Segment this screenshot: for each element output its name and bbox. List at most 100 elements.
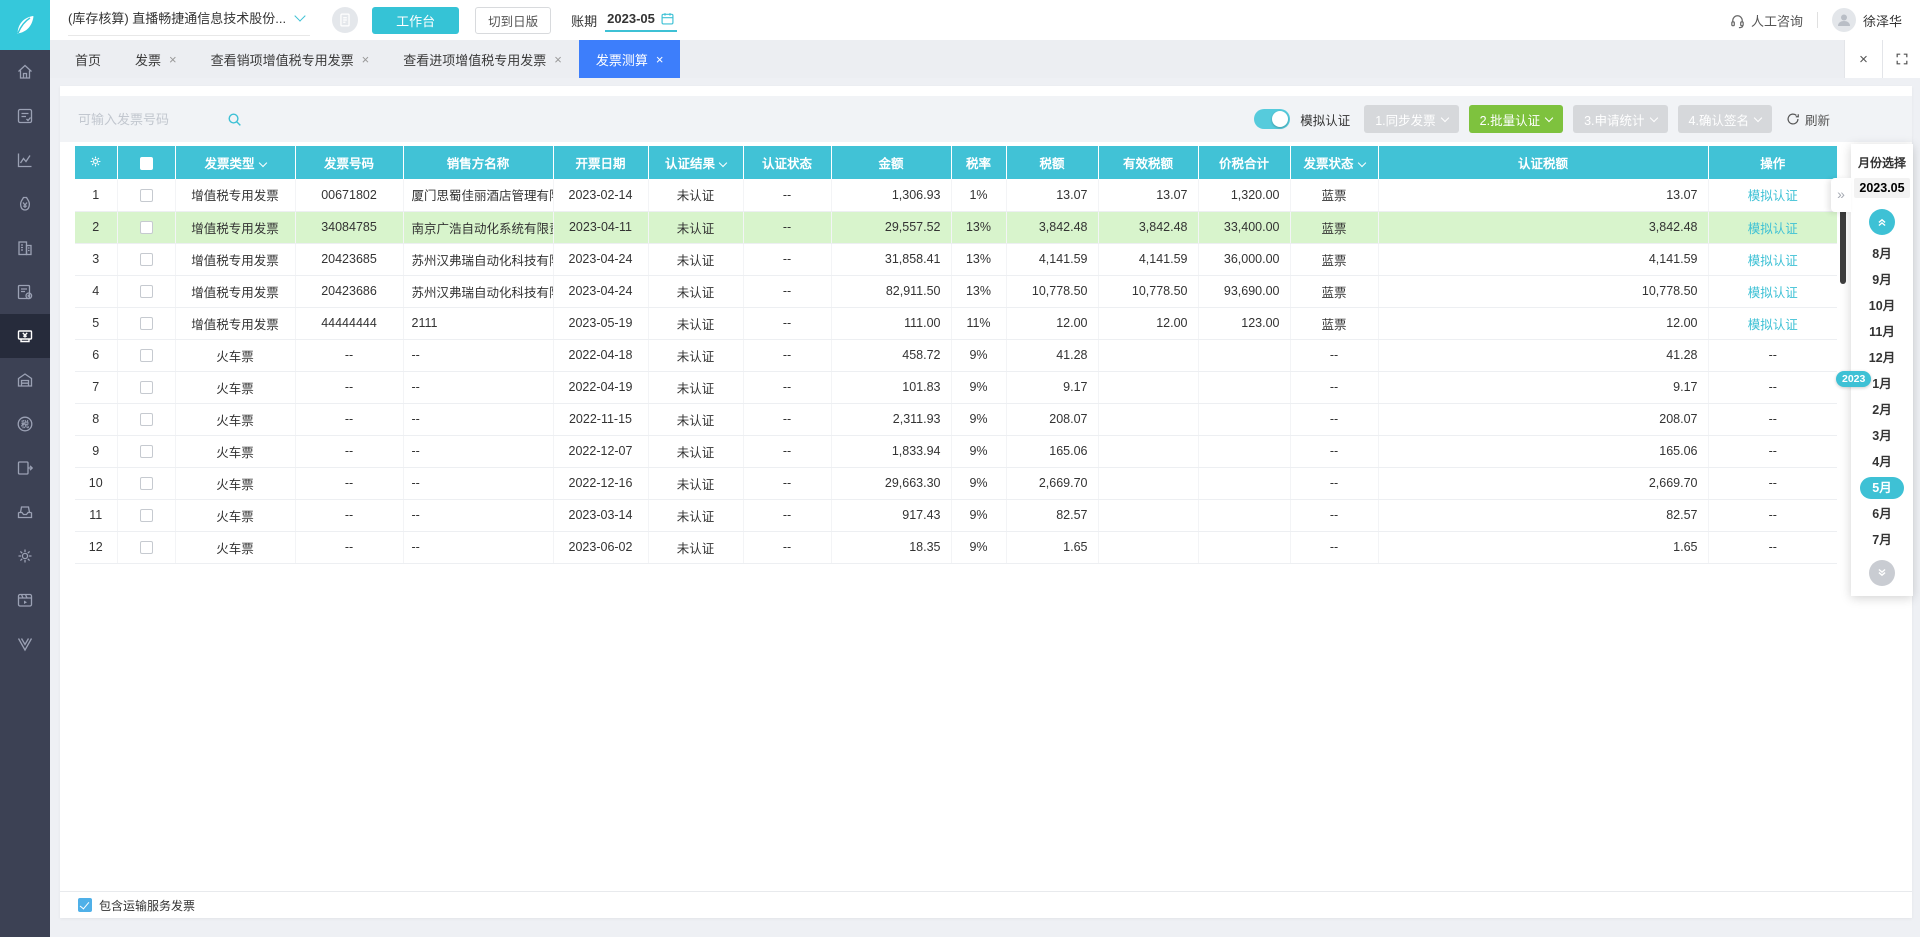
refresh-button[interactable]: 刷新	[1786, 110, 1830, 129]
cell-result: 未认证	[648, 275, 744, 308]
sidebar-item-settings[interactable]	[0, 534, 50, 578]
month-item[interactable]: 4月	[1851, 449, 1913, 475]
table-row[interactable]: 5 增值税专用发票 44444444 2111 2023-05-19 未认证 -- 111.0…	[75, 307, 1837, 340]
scroll-up-button[interactable]	[1869, 209, 1895, 235]
month-item[interactable]: 11月	[1851, 319, 1913, 345]
column-header[interactable]: 认证结果	[648, 146, 744, 179]
vertical-scrollbar[interactable]	[1840, 184, 1846, 284]
cell-result: 未认证	[648, 243, 744, 276]
period-value[interactable]: 2023-05	[605, 8, 677, 32]
column-header[interactable]: 发票状态	[1290, 146, 1379, 179]
sidebar-item-home[interactable]	[0, 50, 50, 94]
row-checkbox[interactable]	[139, 188, 153, 202]
table-row[interactable]: 4 增值税专用发票 20423686 苏州汉弗瑞自动化科技有限 2023-04-24 未认…	[75, 275, 1837, 308]
workbench-button[interactable]: 工作台	[372, 6, 460, 34]
close-tab-button[interactable]: ×	[1844, 40, 1882, 78]
row-checkbox[interactable]	[139, 477, 153, 491]
include-transport-checkbox[interactable]	[78, 898, 92, 912]
tab-item[interactable]: 查看销项增值税专用发票 ×	[194, 40, 387, 78]
month-item[interactable]: 3月	[1851, 423, 1913, 449]
action-button[interactable]: 1.同步发票	[1364, 105, 1459, 133]
scroll-down-button[interactable]	[1869, 560, 1895, 586]
sidebar-item-funds[interactable]	[0, 182, 50, 226]
tab-item[interactable]: 发票测算 ×	[578, 40, 681, 78]
sidebar-item-v-logo[interactable]	[0, 622, 50, 666]
table-row[interactable]: 3 增值税专用发票 20423685 苏州汉弗瑞自动化科技有限 2023-04-24 未认…	[75, 243, 1837, 276]
sidebar-item-statements[interactable]	[0, 270, 50, 314]
month-item[interactable]: 9月	[1851, 267, 1913, 293]
sidebar-item-export[interactable]	[0, 446, 50, 490]
table-row[interactable]: 8 火车票 -- -- 2022-11-15 未认证 -- 2,311.93 9% 208.07-…	[75, 403, 1837, 436]
tab-close-icon[interactable]: ×	[361, 51, 370, 67]
table-row[interactable]: 10 火车票 -- -- 2022-12-16 未认证 -- 29,663.30 9% 2,669…	[75, 467, 1837, 500]
month-item[interactable]: 12月	[1851, 345, 1913, 371]
sidebar-item-reports-chart[interactable]	[0, 138, 50, 182]
collapse-panel-handle[interactable]: »	[1831, 178, 1851, 212]
tab-item[interactable]: 首页	[58, 40, 118, 78]
month-item[interactable]: 6月	[1851, 501, 1913, 527]
table-row[interactable]: 12 火车票 -- -- 2023-06-02 未认证 -- 18.35 9% 1.65 -- 1.6…	[75, 531, 1837, 564]
month-item[interactable]: 7月	[1851, 527, 1913, 553]
table-row[interactable]: 2 增值税专用发票 34084785 南京广浩自动化系统有限责 2023-04-11 未认…	[75, 211, 1837, 244]
month-item[interactable]: 1月	[1851, 371, 1913, 397]
company-selector[interactable]: (库存核算) 直播畅捷通信息技术股份...	[68, 4, 311, 36]
column-header[interactable]: 发票类型	[175, 146, 296, 179]
switch-version-button[interactable]: 切到日版	[475, 6, 552, 34]
table-row[interactable]: 7 火车票 -- -- 2022-04-19 未认证 -- 101.83 9% 9.17 -- 9.1…	[75, 371, 1837, 404]
sidebar-item-company[interactable]	[0, 226, 50, 270]
simulate-certify-link[interactable]: 模拟认证	[1747, 317, 1798, 332]
month-item[interactable]: 5月	[1851, 475, 1913, 501]
fullscreen-button[interactable]	[1882, 40, 1920, 78]
select-all-checkbox[interactable]	[139, 156, 153, 170]
sidebar-item-tax[interactable]: 税	[0, 402, 50, 446]
month-item[interactable]: 8月	[1851, 241, 1913, 267]
support-link[interactable]: 人工咨询	[1729, 11, 1803, 30]
table-row[interactable]: 6 火车票 -- -- 2022-04-18 未认证 -- 458.72 9% 41.28 -- 41…	[75, 339, 1837, 372]
search-input[interactable]	[78, 111, 226, 127]
simulate-certify-link[interactable]: 模拟认证	[1747, 189, 1798, 204]
app-logo[interactable]	[0, 0, 50, 50]
month-item[interactable]: 2月	[1851, 397, 1913, 423]
row-checkbox[interactable]	[139, 349, 153, 363]
tab-close-icon[interactable]: ×	[169, 51, 177, 67]
row-checkbox[interactable]	[139, 253, 153, 267]
table-row[interactable]: 11 火车票 -- -- 2023-03-14 未认证 -- 917.43 9% 82.57 -- 8…	[75, 499, 1837, 532]
sidebar-item-inventory[interactable]	[0, 358, 50, 402]
column-settings-header[interactable]	[75, 146, 118, 179]
sidebar-item-invoice[interactable]	[0, 314, 50, 358]
table-row[interactable]: 9 火车票 -- -- 2022-12-07 未认证 -- 1,833.94 9% 165.06-…	[75, 435, 1837, 468]
search-icon[interactable]	[226, 111, 243, 128]
simulate-certify-link[interactable]: 模拟认证	[1747, 285, 1798, 300]
row-checkbox[interactable]	[139, 541, 153, 555]
sidebar-item-archive[interactable]	[0, 490, 50, 534]
simulate-certify-link[interactable]: 模拟认证	[1747, 253, 1798, 268]
row-checkbox[interactable]	[139, 317, 153, 331]
row-checkbox[interactable]	[139, 381, 153, 395]
month-item[interactable]: 10月	[1851, 293, 1913, 319]
row-checkbox[interactable]	[139, 221, 153, 235]
cell-type: 火车票	[175, 403, 296, 436]
simulate-certify-link[interactable]: 模拟认证	[1747, 221, 1798, 236]
tab-close-icon[interactable]: ×	[655, 51, 664, 67]
tab-item[interactable]: 查看进项增值税专用发票 ×	[386, 40, 579, 78]
row-checkbox[interactable]	[139, 445, 153, 459]
simulate-certify-toggle[interactable]	[1254, 109, 1291, 129]
table-row[interactable]: 1 增值税专用发票 00671802 厦门思蜀佳丽酒店管理有限 2023-02-14 未认…	[75, 179, 1837, 212]
row-checkbox[interactable]	[139, 413, 153, 427]
cell-amount: 31,858.41	[831, 243, 952, 276]
action-button[interactable]: 2.批量认证	[1468, 105, 1564, 133]
tab-item[interactable]: 发票 ×	[118, 40, 194, 78]
row-index: 3	[75, 243, 118, 276]
row-checkbox[interactable]	[139, 509, 153, 523]
notes-button[interactable]	[332, 7, 359, 33]
sidebar-item-media[interactable]	[0, 578, 50, 622]
user-menu[interactable]: 徐泽华	[1831, 8, 1902, 32]
action-button[interactable]: 3.申请统计	[1573, 105, 1668, 133]
row-checkbox[interactable]	[139, 285, 153, 299]
notes-icon	[340, 13, 350, 27]
sidebar-item-voucher[interactable]	[0, 94, 50, 138]
tab-close-icon[interactable]: ×	[554, 51, 562, 67]
select-all-header[interactable]	[117, 146, 176, 179]
action-button[interactable]: 4.确认签名	[1677, 105, 1772, 133]
current-period[interactable]: 2023.05	[1854, 178, 1910, 198]
